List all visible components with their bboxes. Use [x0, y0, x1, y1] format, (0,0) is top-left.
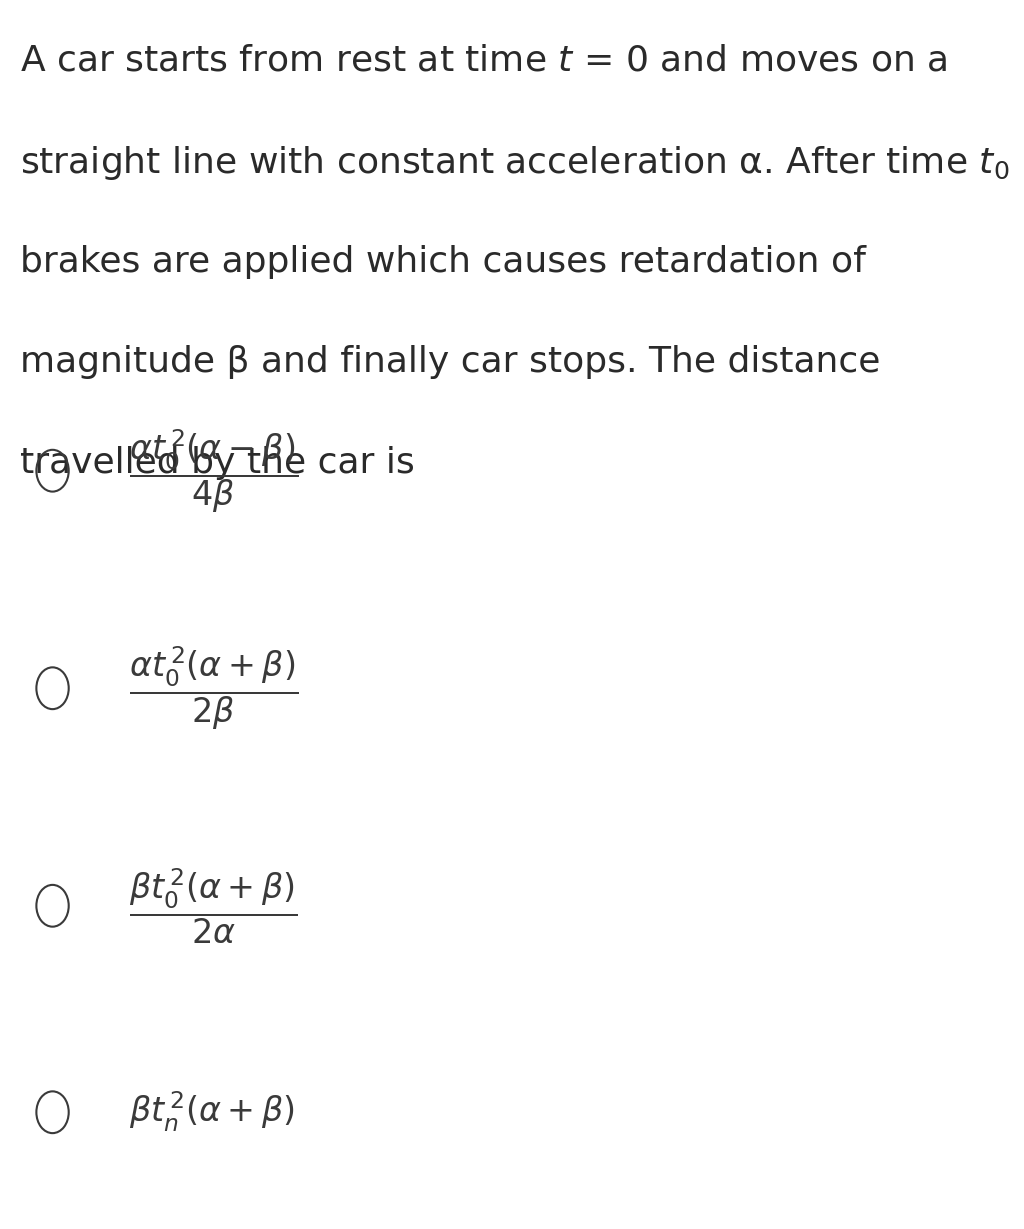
Text: A car starts from rest at time $t$ = 0 and moves on a: A car starts from rest at time $t$ = 0 a…	[20, 43, 947, 77]
Text: brakes are applied which causes retardation of: brakes are applied which causes retardat…	[20, 245, 866, 279]
Text: $\dfrac{\alpha t_0^{\,2}(\alpha - \beta)}{4\beta}$: $\dfrac{\alpha t_0^{\,2}(\alpha - \beta)…	[129, 426, 299, 515]
Text: $\dfrac{\beta t_0^{\,2}(\alpha + \beta)}{2\alpha}$: $\dfrac{\beta t_0^{\,2}(\alpha + \beta)}…	[129, 866, 298, 945]
Text: $\dfrac{\alpha t_0^{\,2}(\alpha + \beta)}{2\beta}$: $\dfrac{\alpha t_0^{\,2}(\alpha + \beta)…	[129, 644, 299, 732]
Text: magnitude β and finally car stops. The distance: magnitude β and finally car stops. The d…	[20, 345, 881, 380]
Text: $\beta t_n^{\,2}(\alpha + \beta)$: $\beta t_n^{\,2}(\alpha + \beta)$	[129, 1090, 295, 1134]
Text: straight line with constant acceleration α. After time $t_0$: straight line with constant acceleration…	[20, 144, 1010, 182]
Text: travelled by the car is: travelled by the car is	[20, 446, 415, 481]
